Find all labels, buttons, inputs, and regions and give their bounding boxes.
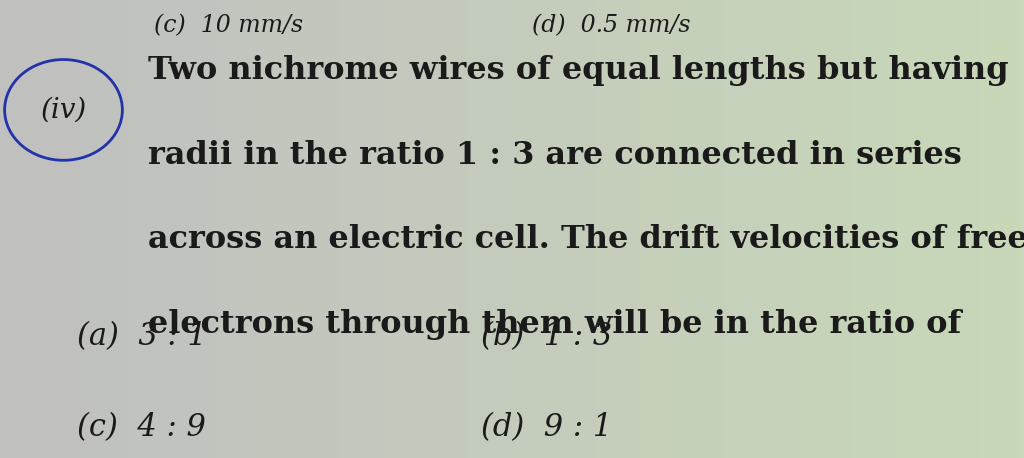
Text: (b)  1 : 3: (b) 1 : 3 bbox=[481, 321, 612, 352]
Text: electrons through them will be in the ratio of: electrons through them will be in the ra… bbox=[148, 309, 962, 340]
Text: (c)  4 : 9: (c) 4 : 9 bbox=[77, 412, 206, 443]
Text: (a)  3 : 1: (a) 3 : 1 bbox=[77, 321, 207, 352]
Text: (c)  10 mm/s: (c) 10 mm/s bbox=[154, 14, 303, 37]
Text: (d)  9 : 1: (d) 9 : 1 bbox=[481, 412, 612, 443]
Text: radii in the ratio 1 : 3 are connected in series: radii in the ratio 1 : 3 are connected i… bbox=[148, 140, 963, 171]
Text: Two nichrome wires of equal lengths but having: Two nichrome wires of equal lengths but … bbox=[148, 55, 1009, 86]
Text: across an electric cell. The drift velocities of free: across an electric cell. The drift veloc… bbox=[148, 224, 1024, 256]
Text: (iv): (iv) bbox=[40, 97, 87, 123]
Text: (d)  0.5 mm/s: (d) 0.5 mm/s bbox=[532, 14, 691, 37]
